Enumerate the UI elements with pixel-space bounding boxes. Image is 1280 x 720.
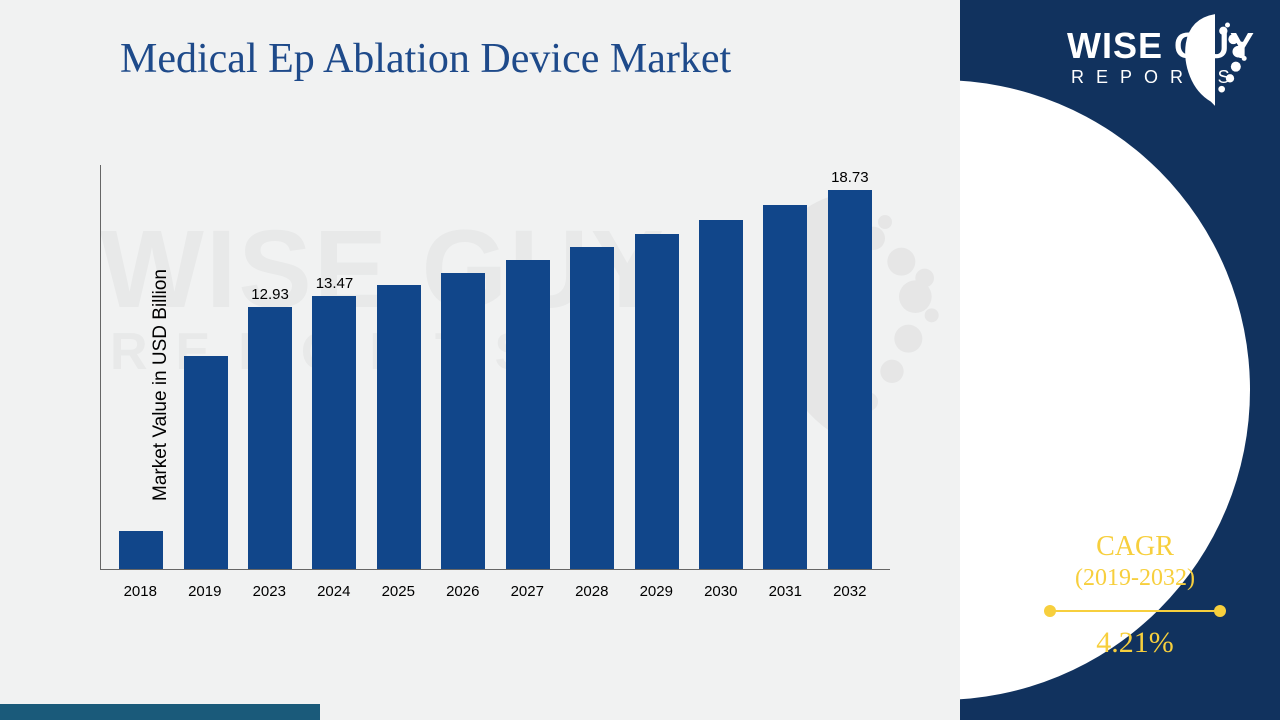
bar-group <box>496 260 560 569</box>
bar <box>377 285 421 569</box>
bar <box>699 220 743 569</box>
bar <box>570 247 614 569</box>
x-tick-label: 2029 <box>624 583 689 600</box>
bar-group: 13.47 <box>302 296 366 569</box>
x-tick-label: 2018 <box>108 583 173 600</box>
x-tick-label: 2031 <box>753 583 818 600</box>
cagr-divider <box>1050 610 1220 612</box>
plot-area: 12.9313.4718.73 <box>100 165 890 570</box>
bar-value-label: 12.93 <box>251 286 289 303</box>
x-tick-label: 2028 <box>560 583 625 600</box>
bottom-accent-bar <box>0 704 320 720</box>
bar <box>828 190 872 569</box>
cagr-range: (2019-2032) <box>1035 565 1235 592</box>
bar-group <box>560 247 624 569</box>
bar-group <box>689 220 753 569</box>
bar-chart: Market Value in USD Billion 12.9313.4718… <box>60 165 890 605</box>
cagr-callout: CAGR (2019-2032) 4.21% <box>1035 531 1235 660</box>
bar <box>248 307 292 569</box>
bars-container: 12.9313.4718.73 <box>101 165 890 569</box>
x-tick-label: 2025 <box>366 583 431 600</box>
cagr-title: CAGR <box>1035 531 1235 563</box>
brand-logo: WISE GUY REPORTS <box>1067 25 1255 88</box>
bar <box>635 234 679 569</box>
bar-group <box>173 356 237 569</box>
x-axis-labels: 2018201920232024202520262027202820292030… <box>100 583 890 600</box>
cagr-value: 4.21% <box>1035 626 1235 660</box>
x-tick-label: 2026 <box>431 583 496 600</box>
bar-group <box>109 531 173 569</box>
bar <box>312 296 356 569</box>
bar-group <box>431 273 495 569</box>
x-tick-label: 2027 <box>495 583 560 600</box>
bar-value-label: 18.73 <box>831 169 869 186</box>
chart-title: Medical Ep Ablation Device Market <box>120 35 731 83</box>
bar <box>441 273 485 569</box>
bar-group: 18.73 <box>818 190 882 569</box>
bar <box>119 531 163 569</box>
bar <box>763 205 807 569</box>
bar-group <box>753 205 817 569</box>
bar <box>506 260 550 569</box>
bar-group: 12.93 <box>238 307 302 569</box>
bar <box>184 356 228 569</box>
bar-group <box>624 234 688 569</box>
x-tick-label: 2030 <box>689 583 754 600</box>
logo-main-text: WISE GUY <box>1067 25 1255 67</box>
x-tick-label: 2023 <box>237 583 302 600</box>
x-tick-label: 2019 <box>173 583 238 600</box>
logo-sub-text: REPORTS <box>1071 67 1255 88</box>
x-tick-label: 2024 <box>302 583 367 600</box>
x-tick-label: 2032 <box>818 583 883 600</box>
bar-value-label: 13.47 <box>316 275 354 292</box>
bar-group <box>367 285 431 569</box>
